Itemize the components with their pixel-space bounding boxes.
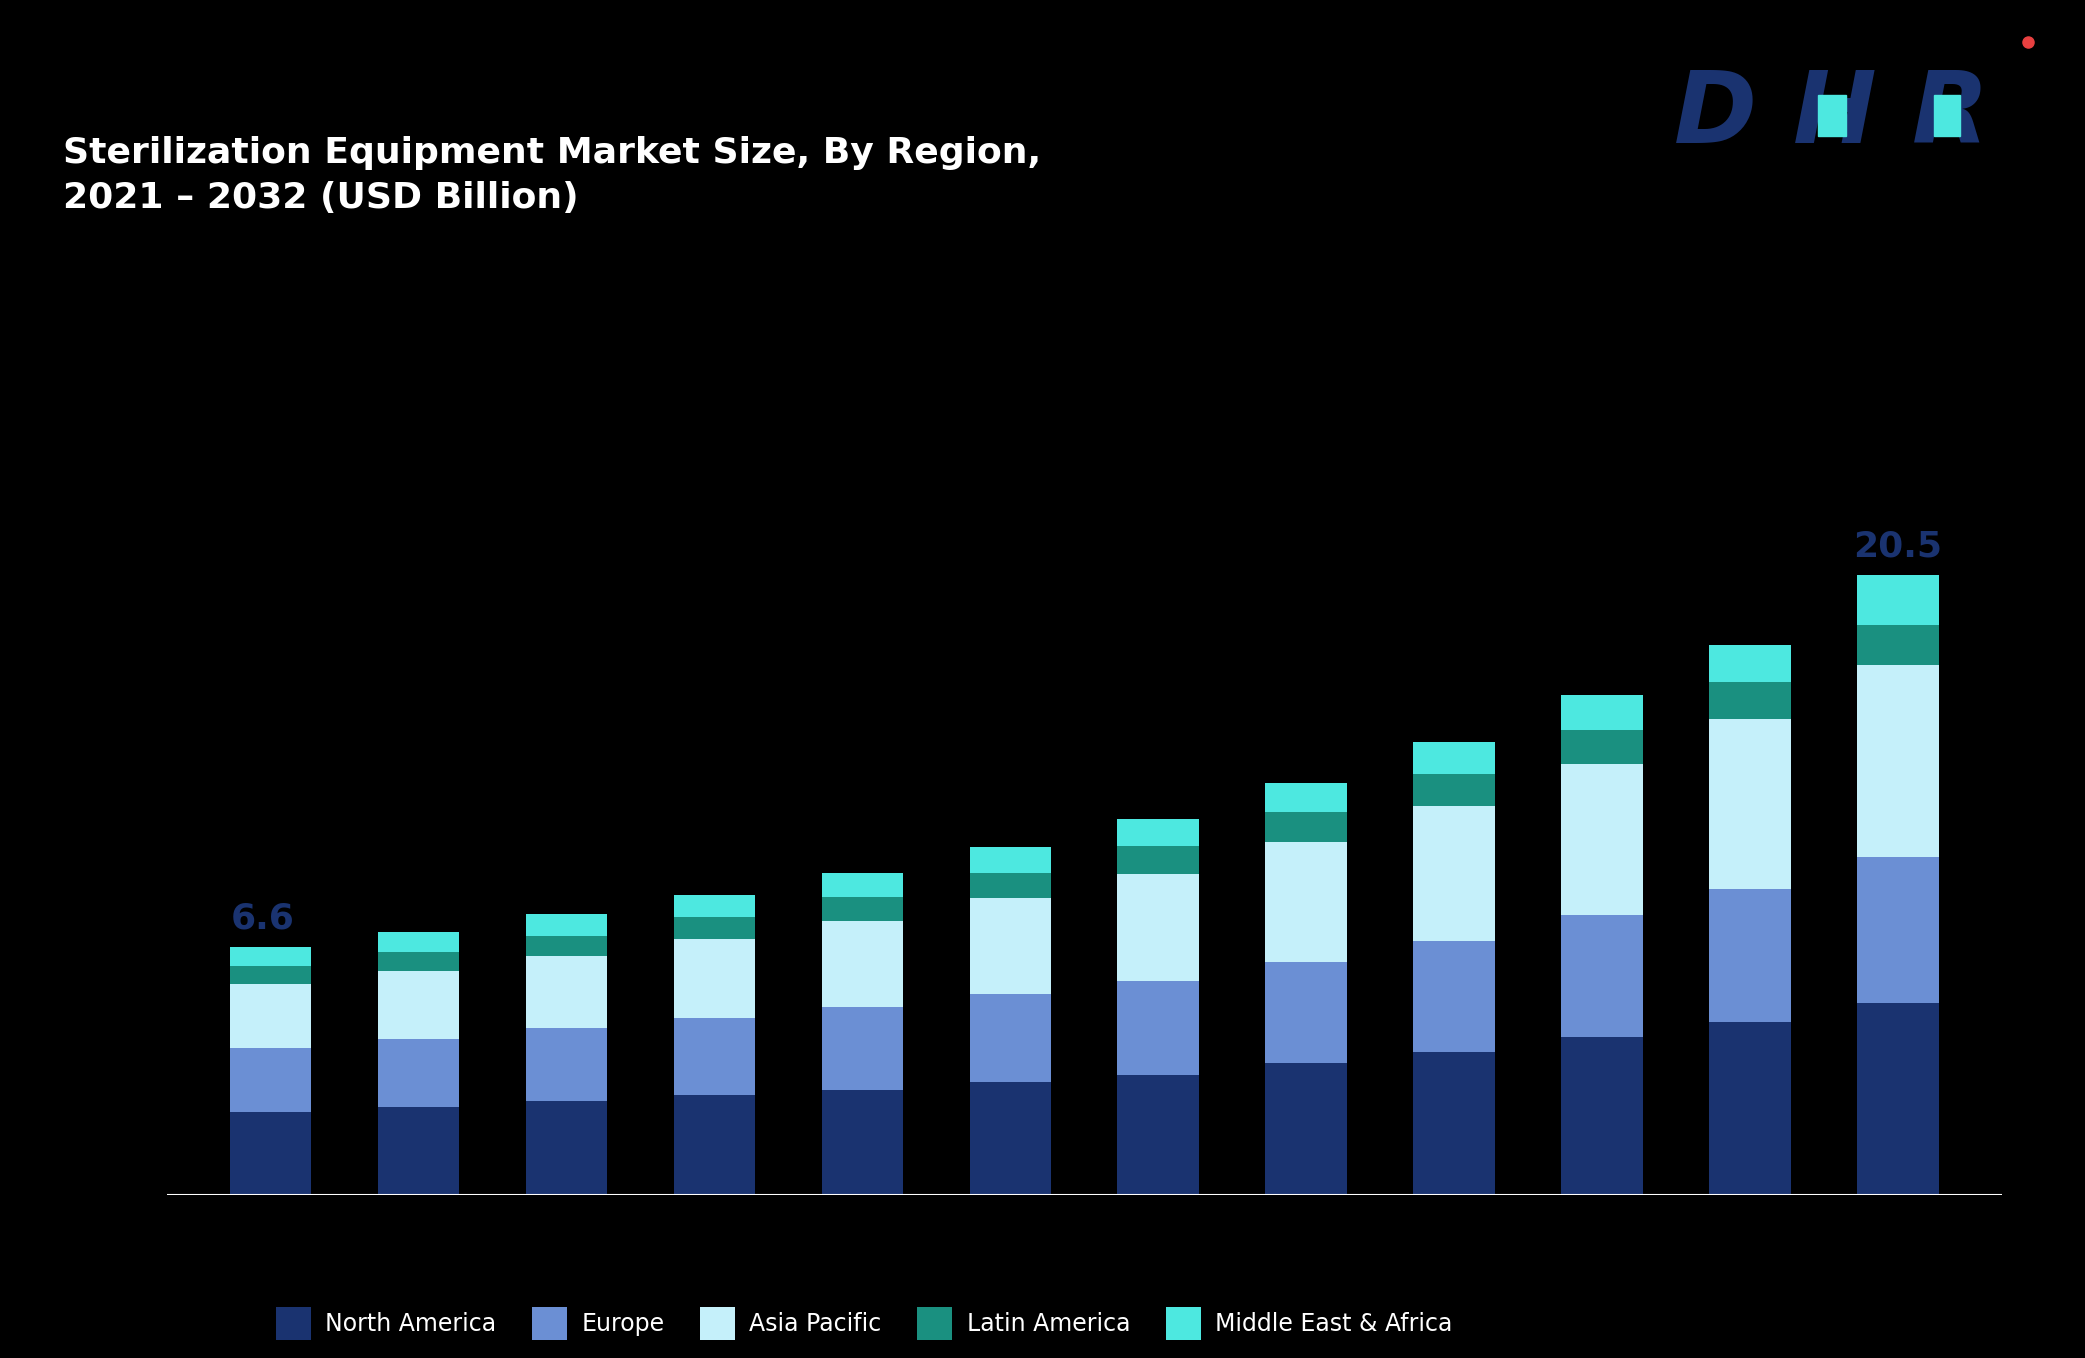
Legend: North America, Europe, Asia Pacific, Latin America, Middle East & Africa: North America, Europe, Asia Pacific, Lat…: [267, 1297, 1462, 1350]
Bar: [970, 873, 1051, 898]
Bar: [1858, 625, 1939, 665]
Bar: [970, 994, 1051, 1082]
Bar: [1935, 95, 1960, 136]
Bar: [1710, 720, 1791, 888]
Bar: [1118, 980, 1199, 1074]
Bar: [229, 966, 311, 985]
Text: H: H: [1793, 67, 1876, 164]
Text: Sterilization Equipment Market Size, By Region,
2021 – 2032 (USD Billion): Sterilization Equipment Market Size, By …: [63, 136, 1040, 215]
Bar: [970, 1082, 1051, 1195]
Bar: [673, 1018, 755, 1096]
Bar: [673, 940, 755, 1018]
Bar: [673, 895, 755, 917]
Bar: [1118, 846, 1199, 873]
Bar: [821, 1089, 903, 1195]
Bar: [229, 947, 311, 966]
Bar: [1118, 1074, 1199, 1195]
Bar: [1266, 961, 1347, 1063]
Bar: [1414, 774, 1495, 805]
Bar: [821, 1008, 903, 1089]
Bar: [821, 873, 903, 896]
Bar: [673, 1096, 755, 1195]
Bar: [1414, 1052, 1495, 1195]
Bar: [1266, 812, 1347, 842]
Bar: [377, 1107, 459, 1195]
Bar: [1414, 941, 1495, 1052]
Bar: [970, 847, 1051, 873]
Bar: [673, 917, 755, 940]
Text: D: D: [1674, 67, 1758, 164]
Bar: [1710, 683, 1791, 720]
Bar: [377, 932, 459, 952]
Bar: [1118, 819, 1199, 846]
Bar: [377, 952, 459, 971]
Text: 20.5: 20.5: [1854, 530, 1943, 564]
Bar: [1414, 741, 1495, 774]
Bar: [1710, 888, 1791, 1023]
Bar: [821, 896, 903, 921]
Bar: [1858, 574, 1939, 625]
Bar: [229, 1048, 311, 1112]
Bar: [525, 956, 607, 1028]
Bar: [1562, 1038, 1643, 1195]
Bar: [525, 914, 607, 936]
Bar: [229, 985, 311, 1048]
Bar: [1118, 873, 1199, 980]
Bar: [1562, 731, 1643, 765]
Bar: [229, 1112, 311, 1195]
Text: R: R: [1912, 67, 1989, 164]
Bar: [1858, 857, 1939, 1004]
Bar: [1562, 915, 1643, 1038]
Bar: [377, 971, 459, 1039]
Bar: [1266, 842, 1347, 961]
Bar: [377, 1039, 459, 1107]
Bar: [1414, 805, 1495, 941]
Bar: [525, 1101, 607, 1195]
Bar: [1818, 95, 1847, 136]
Text: 6.6: 6.6: [231, 902, 294, 936]
Bar: [1710, 1023, 1791, 1195]
Bar: [1858, 1004, 1939, 1195]
Bar: [1562, 765, 1643, 915]
Bar: [970, 898, 1051, 994]
Bar: [1266, 782, 1347, 812]
Bar: [1710, 645, 1791, 683]
Bar: [821, 921, 903, 1008]
Bar: [1266, 1063, 1347, 1195]
Bar: [525, 1028, 607, 1101]
Bar: [525, 936, 607, 956]
Bar: [1562, 695, 1643, 731]
Bar: [1858, 665, 1939, 857]
